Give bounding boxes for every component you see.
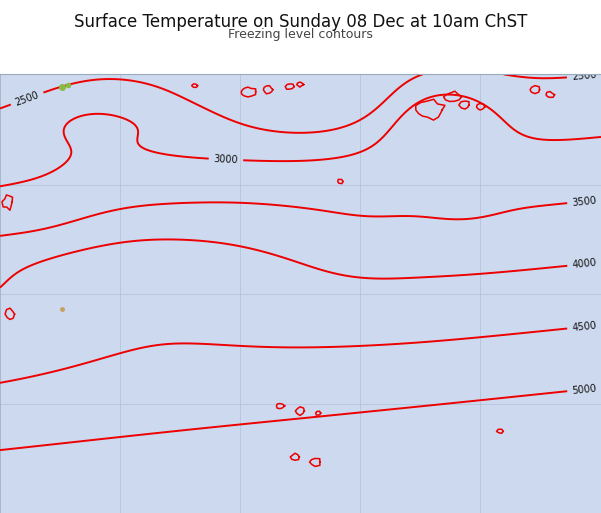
Text: Surface Temperature on Sunday 08 Dec at 10am ChST: Surface Temperature on Sunday 08 Dec at … <box>74 13 527 31</box>
Text: 4000: 4000 <box>572 258 597 270</box>
Text: 2500: 2500 <box>572 70 597 82</box>
Text: 3500: 3500 <box>572 195 597 208</box>
Text: 2500: 2500 <box>14 90 40 108</box>
Text: 3000: 3000 <box>213 154 239 165</box>
Text: 5000: 5000 <box>572 383 597 396</box>
Text: 4500: 4500 <box>572 321 597 333</box>
Text: Freezing level contours: Freezing level contours <box>228 28 373 41</box>
